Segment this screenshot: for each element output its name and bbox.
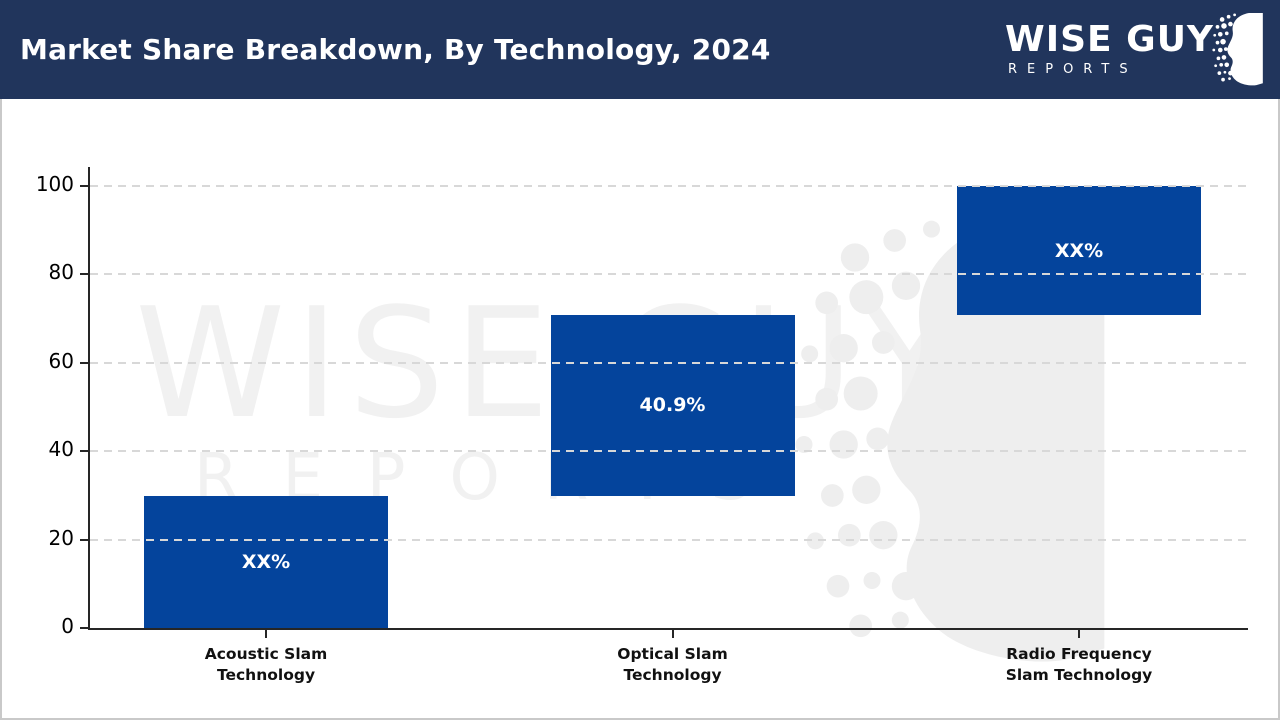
x-tick (265, 630, 267, 638)
y-tick-label: 40 (48, 437, 74, 462)
gridline-100 (90, 185, 1248, 187)
y-axis-line (88, 167, 90, 630)
watermark-face-icon (795, 217, 1105, 662)
gridline-40 (90, 450, 1248, 453)
x-tick (671, 630, 674, 638)
y-tick-label: 100 (35, 172, 74, 196)
wiseguy-face-icon (1212, 12, 1263, 85)
wiseguy-logo: WISE GUY REPORTS (1004, 12, 1264, 87)
gridline-60 (90, 361, 1248, 364)
y-tick (80, 185, 88, 187)
x-category-label: Optical Slam Technology (617, 645, 728, 684)
gridline-80 (90, 273, 1248, 276)
logo-wordmark: WISE GUY (1004, 19, 1214, 60)
y-tick (80, 361, 88, 364)
logo-subtitle: REPORTS (1007, 62, 1138, 77)
y-tick (80, 273, 88, 276)
x-category-label: Radio Frequency Slam Technology (1005, 645, 1153, 684)
bar-value-label: XX% (241, 550, 291, 573)
plot-area: 0 20 40 60 80 100 XX% Acoustic Slam Technology 4… (2, 99, 1278, 718)
x-category-label: Acoustic Slam Technology (204, 645, 328, 684)
chart-title: Market Share Breakdown, By Technology, 2… (20, 33, 771, 66)
gridline-20 (90, 538, 1248, 541)
x-axis-line (88, 628, 1248, 630)
y-tick-label: 60 (48, 348, 74, 373)
y-tick-label: 20 (48, 525, 74, 550)
y-tick (80, 538, 88, 541)
x-tick (1078, 630, 1080, 638)
y-tick (80, 627, 88, 629)
bar-value-label: 40.9% (639, 394, 706, 417)
y-tick-label: 0 (61, 614, 74, 638)
y-tick (80, 450, 88, 453)
bar-optical-slam-technology: 40.9% (550, 315, 795, 496)
chart-canvas: WISE GUY REPORTS 020406080100XX%Acoustic… (0, 99, 1280, 720)
header: Market Share Breakdown, By Technology, 2… (0, 0, 1280, 99)
bar-value-label: XX% (1054, 239, 1104, 262)
bar-radio-frequency-slam-technology: XX% (957, 186, 1201, 316)
logo-text: WISE GUY REPORTS (1004, 19, 1214, 78)
bar-acoustic-slam-technology: XX% (144, 495, 388, 628)
y-tick-label: 80 (48, 260, 74, 285)
